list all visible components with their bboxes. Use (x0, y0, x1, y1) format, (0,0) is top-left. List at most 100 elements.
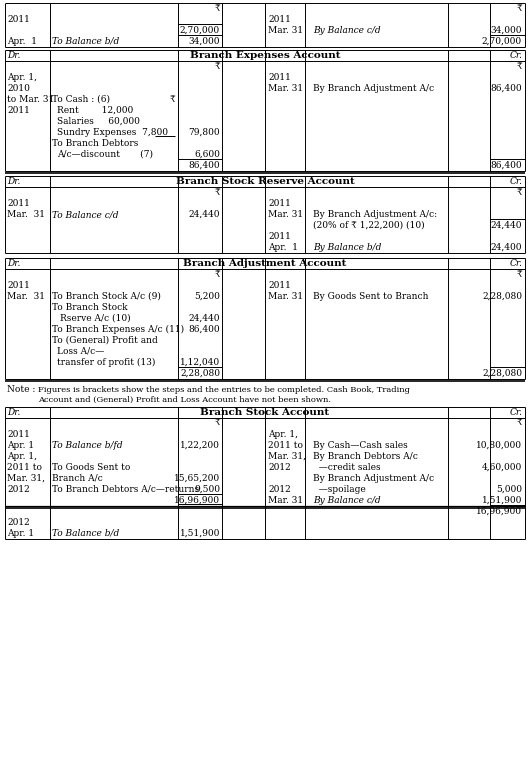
Text: ₹: ₹ (214, 4, 220, 13)
Text: ₹: ₹ (214, 270, 220, 279)
Text: 2011 to: 2011 to (7, 462, 42, 472)
Text: Salaries     60,000: Salaries 60,000 (57, 117, 140, 126)
Text: 2,28,080: 2,28,080 (482, 292, 522, 301)
Text: 2011: 2011 (268, 232, 291, 241)
Text: To (General) Profit and: To (General) Profit and (52, 336, 158, 345)
Text: Apr. 1: Apr. 1 (7, 441, 34, 449)
Text: 16,96,900: 16,96,900 (476, 507, 522, 515)
Text: 1,51,900: 1,51,900 (482, 495, 522, 505)
Text: By Branch Adjustment A/c: By Branch Adjustment A/c (313, 474, 434, 482)
Text: To Goods Sent to: To Goods Sent to (52, 462, 130, 472)
Text: Apr. 1,: Apr. 1, (268, 429, 298, 439)
Text: 1,22,200: 1,22,200 (180, 441, 220, 449)
Text: 2012: 2012 (268, 462, 291, 472)
Text: By Branch Adjustment A/c: By Branch Adjustment A/c (313, 84, 434, 93)
Text: Branch Adjustment Account: Branch Adjustment Account (183, 259, 347, 268)
Text: To Balance c/d: To Balance c/d (52, 210, 119, 219)
Text: 2011: 2011 (7, 281, 30, 290)
Text: 2,70,000: 2,70,000 (180, 26, 220, 35)
Text: ₹: ₹ (214, 188, 220, 197)
Text: By Cash—Cash sales: By Cash—Cash sales (313, 441, 408, 449)
Text: Mar. 31,: Mar. 31, (7, 474, 45, 482)
Text: By Goods Sent to Branch: By Goods Sent to Branch (313, 292, 428, 301)
Text: 2011: 2011 (268, 73, 291, 82)
Text: Branch Stock Reserve Account: Branch Stock Reserve Account (175, 177, 355, 186)
Text: 2,28,080: 2,28,080 (482, 369, 522, 378)
Text: 1,51,900: 1,51,900 (180, 528, 220, 538)
Text: Mar. 31: Mar. 31 (268, 210, 303, 219)
Text: Loss A/c—: Loss A/c— (57, 347, 104, 356)
Text: Dr.: Dr. (7, 259, 20, 268)
Text: 2012: 2012 (7, 518, 30, 527)
Text: To Cash : (6): To Cash : (6) (52, 95, 110, 104)
Text: Mar.  31: Mar. 31 (7, 292, 45, 301)
Text: By Balance b/d: By Balance b/d (313, 243, 382, 252)
Text: ₹: ₹ (169, 95, 175, 104)
Text: Apr. 1,: Apr. 1, (7, 452, 37, 461)
Text: Branch A/c: Branch A/c (52, 474, 103, 482)
Text: Mar. 31,: Mar. 31, (268, 452, 306, 461)
Text: ₹: ₹ (516, 188, 522, 197)
Text: ₹: ₹ (516, 419, 522, 428)
Text: 2012: 2012 (7, 485, 30, 494)
Text: 4,60,000: 4,60,000 (482, 462, 522, 472)
Text: 86,400: 86,400 (490, 161, 522, 170)
Text: To Balance b/d: To Balance b/d (52, 528, 119, 538)
Text: Note :: Note : (7, 385, 36, 394)
Text: 15,65,200: 15,65,200 (174, 474, 220, 482)
Text: ₹: ₹ (516, 270, 522, 279)
Text: 5,000: 5,000 (496, 485, 522, 494)
Text: 10,80,000: 10,80,000 (476, 441, 522, 449)
Text: Cr.: Cr. (510, 259, 523, 268)
Text: Dr.: Dr. (7, 408, 20, 416)
Text: Cr.: Cr. (510, 51, 523, 60)
Text: To Branch Stock A/c (9): To Branch Stock A/c (9) (52, 292, 161, 301)
Text: 2011: 2011 (7, 106, 30, 115)
Text: 1,12,040: 1,12,040 (180, 358, 220, 367)
Text: 24,440: 24,440 (490, 221, 522, 230)
Text: 2011: 2011 (268, 199, 291, 208)
Text: 24,400: 24,400 (490, 243, 522, 252)
Text: 2012: 2012 (268, 485, 291, 494)
Text: ₹: ₹ (214, 419, 220, 428)
Text: 2,28,080: 2,28,080 (180, 369, 220, 378)
Text: 2011 to: 2011 to (268, 441, 303, 449)
Text: 86,400: 86,400 (188, 325, 220, 334)
Text: ₹: ₹ (516, 62, 522, 71)
Text: 2011: 2011 (7, 429, 30, 439)
Text: to Mar. 31: to Mar. 31 (7, 95, 54, 104)
Text: Dr.: Dr. (7, 177, 20, 186)
Text: 86,400: 86,400 (490, 84, 522, 93)
Text: By Balance c/d: By Balance c/d (313, 26, 381, 35)
Text: —credit sales: —credit sales (313, 462, 381, 472)
Text: Mar. 31: Mar. 31 (268, 26, 303, 35)
Text: By Balance c/d: By Balance c/d (313, 495, 381, 505)
Text: Apr. 1: Apr. 1 (7, 528, 34, 538)
Text: 24,440: 24,440 (189, 210, 220, 219)
Text: —spoilage: —spoilage (313, 485, 366, 494)
Text: Figures is brackets show the steps and the entries to be completed. Cash Book, T: Figures is brackets show the steps and t… (38, 386, 410, 393)
Text: To Branch Stock: To Branch Stock (52, 303, 128, 312)
Text: Cr.: Cr. (510, 408, 523, 416)
Text: Rserve A/c (10): Rserve A/c (10) (60, 314, 130, 323)
Text: Apr. 1,: Apr. 1, (7, 73, 37, 82)
Text: To Branch Debtors A/c—returns: To Branch Debtors A/c—returns (52, 485, 199, 494)
Text: 2011: 2011 (268, 281, 291, 290)
Text: By Branch Debtors A/c: By Branch Debtors A/c (313, 452, 418, 461)
Text: 2010: 2010 (7, 84, 30, 93)
Text: 34,000: 34,000 (490, 26, 522, 35)
Text: Branch Expenses Account: Branch Expenses Account (190, 51, 340, 60)
Text: 9,500: 9,500 (194, 485, 220, 494)
Text: 16,96,900: 16,96,900 (174, 495, 220, 505)
Text: 24,440: 24,440 (189, 314, 220, 323)
Text: 6,600: 6,600 (194, 150, 220, 159)
Text: Sundry Expenses  7,800: Sundry Expenses 7,800 (57, 128, 168, 137)
Text: 2011: 2011 (7, 199, 30, 208)
Text: 79,800: 79,800 (188, 128, 220, 137)
Text: Rent        12,000: Rent 12,000 (57, 106, 133, 115)
Text: By Branch Adjustment A/c:: By Branch Adjustment A/c: (313, 210, 437, 219)
Text: Apr.  1: Apr. 1 (268, 243, 298, 252)
Text: Account and (General) Profit and Loss Account have not been shown.: Account and (General) Profit and Loss Ac… (38, 396, 331, 404)
Text: ₹: ₹ (516, 4, 522, 13)
Text: .: . (303, 15, 306, 24)
